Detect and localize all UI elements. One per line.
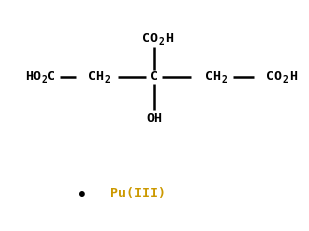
Text: C: C [150, 70, 158, 83]
Text: ●: ● [79, 189, 85, 199]
Text: 2: 2 [158, 37, 164, 47]
Text: Pu(III): Pu(III) [110, 188, 166, 201]
Text: 2: 2 [41, 75, 47, 85]
Text: C: C [47, 70, 55, 83]
Text: CH: CH [88, 70, 104, 83]
Text: 2: 2 [104, 75, 110, 85]
Text: 2: 2 [282, 75, 288, 85]
Text: CO: CO [142, 33, 158, 46]
Text: 2: 2 [221, 75, 227, 85]
Text: OH: OH [146, 112, 162, 125]
Text: HO: HO [25, 70, 41, 83]
Text: CO: CO [266, 70, 282, 83]
Text: H: H [165, 33, 173, 46]
Text: CH: CH [205, 70, 221, 83]
Text: H: H [289, 70, 297, 83]
